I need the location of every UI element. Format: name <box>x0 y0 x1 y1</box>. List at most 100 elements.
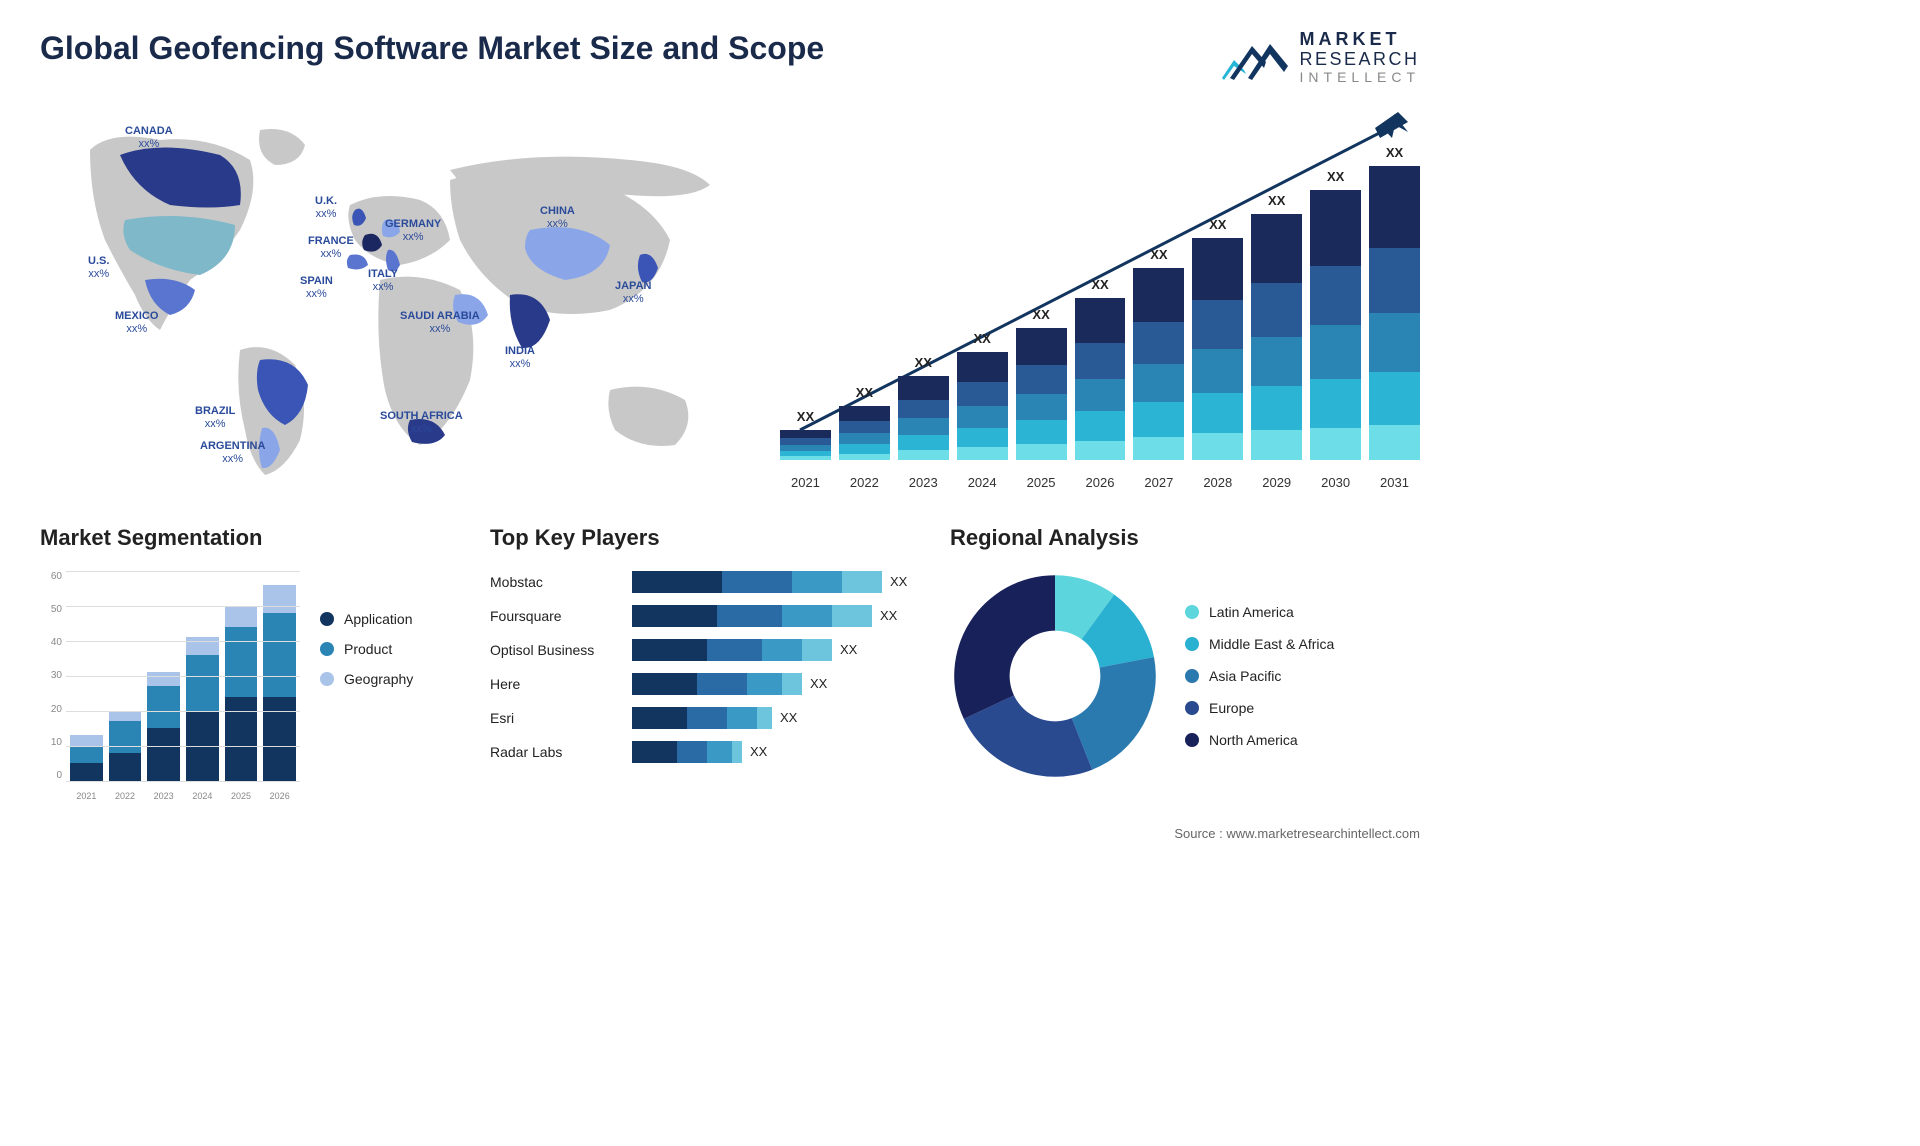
logo-text: MARKET RESEARCH INTELLECT <box>1300 30 1420 85</box>
map-label: SOUTH AFRICAxx% <box>380 410 463 436</box>
player-name: Radar Labs <box>490 744 620 760</box>
growth-bar-segment <box>1192 349 1243 393</box>
region-legend-label: North America <box>1209 732 1298 748</box>
growth-bar-segment <box>839 421 890 433</box>
growth-bar: XX <box>1075 277 1126 460</box>
growth-bar-segment <box>957 352 1008 382</box>
seg-bar-segment <box>109 753 142 781</box>
seg-bar-segment <box>70 735 103 746</box>
seg-bar-segment <box>225 606 258 627</box>
seg-gridline <box>66 606 300 607</box>
growth-xaxis-label: 2021 <box>780 469 831 490</box>
player-row: Optisol BusinessXX <box>490 639 920 661</box>
player-value: XX <box>880 608 897 623</box>
player-value: XX <box>750 744 767 759</box>
growth-bar-segment <box>1016 444 1067 460</box>
growth-xaxis-label: 2024 <box>957 469 1008 490</box>
map-label: CANADAxx% <box>125 125 173 151</box>
seg-legend-label: Application <box>344 611 413 627</box>
seg-xaxis-label: 2026 <box>263 791 296 801</box>
page-title: Global Geofencing Software Market Size a… <box>40 30 824 67</box>
regional-panel: Regional Analysis Latin AmericaMiddle Ea… <box>950 525 1420 801</box>
map-label: SPAINxx% <box>300 275 333 301</box>
legend-dot-icon <box>1185 733 1199 747</box>
region-legend-label: Latin America <box>1209 604 1294 620</box>
growth-bars: XXXXXXXXXXXXXXXXXXXXXX <box>780 140 1420 460</box>
growth-bar-segment <box>839 406 890 421</box>
growth-bar: XX <box>780 409 831 460</box>
seg-bar-segment <box>186 655 219 711</box>
seg-xaxis-label: 2022 <box>109 791 142 801</box>
seg-gridline <box>66 676 300 677</box>
region-legend-item: North America <box>1185 732 1334 748</box>
growth-bar-segment <box>1133 268 1184 322</box>
growth-bar: XX <box>1016 307 1067 460</box>
growth-bar-label: XX <box>1032 307 1049 322</box>
growth-bar-segment <box>898 435 949 450</box>
regional-title: Regional Analysis <box>950 525 1420 551</box>
seg-ytick: 20 <box>40 704 62 715</box>
growth-bar-segment <box>1251 430 1302 460</box>
seg-bar-segment <box>147 686 180 728</box>
player-bar-segment <box>632 673 697 695</box>
player-bar-segment <box>732 741 742 763</box>
seg-ytick: 50 <box>40 604 62 615</box>
growth-bar-segment <box>1016 365 1067 394</box>
player-value: XX <box>840 642 857 657</box>
seg-bar-segment <box>147 672 180 686</box>
players-title: Top Key Players <box>490 525 920 551</box>
player-row: HereXX <box>490 673 920 695</box>
seg-bar-segment <box>225 627 258 697</box>
map-label: INDIAxx% <box>505 345 535 371</box>
player-row: Radar Labs XX <box>490 741 920 763</box>
seg-bar-segment <box>263 585 296 613</box>
seg-ytick: 10 <box>40 737 62 748</box>
growth-bar-segment <box>957 447 1008 460</box>
map-label: ARGENTINAxx% <box>200 440 265 466</box>
logo-line2: RESEARCH <box>1300 50 1420 70</box>
map-label: MEXICOxx% <box>115 310 158 336</box>
legend-dot-icon <box>1185 637 1199 651</box>
growth-bar-segment <box>1251 214 1302 283</box>
world-map: CANADAxx%U.S.xx%MEXICOxx%BRAZILxx%ARGENT… <box>40 110 740 490</box>
player-bar-segment <box>687 707 727 729</box>
growth-bar: XX <box>1192 217 1243 460</box>
seg-gridline <box>66 711 300 712</box>
map-label: ITALYxx% <box>368 268 398 294</box>
growth-bar-segment <box>1075 379 1126 411</box>
growth-bar-segment <box>898 418 949 435</box>
player-bar-segment <box>722 571 792 593</box>
growth-xaxis-label: 2027 <box>1133 469 1184 490</box>
growth-bar-label: XX <box>1268 193 1285 208</box>
seg-bar-segment <box>147 728 180 781</box>
source-text: Source : www.marketresearchintellect.com <box>40 826 1420 841</box>
legend-dot-icon <box>1185 701 1199 715</box>
player-bar <box>632 571 882 593</box>
player-bar <box>632 639 832 661</box>
growth-xaxis-label: 2022 <box>839 469 890 490</box>
seg-ytick: 0 <box>40 770 62 781</box>
seg-bar <box>147 672 180 781</box>
growth-bar-segment <box>839 444 890 454</box>
growth-bar-segment <box>1133 322 1184 364</box>
map-label: CHINAxx% <box>540 205 575 231</box>
seg-legend-label: Geography <box>344 671 413 687</box>
growth-bar-segment <box>1016 420 1067 444</box>
player-bar <box>632 605 872 627</box>
regional-donut <box>950 571 1160 781</box>
growth-bar-segment <box>1133 437 1184 460</box>
map-label: FRANCExx% <box>308 235 354 261</box>
growth-xaxis-label: 2023 <box>898 469 949 490</box>
player-bar-segment <box>717 605 782 627</box>
growth-bar-segment <box>1075 411 1126 440</box>
region-legend-label: Europe <box>1209 700 1254 716</box>
players-panel: Top Key Players MobstacXXFoursquareXXOpt… <box>490 525 920 801</box>
player-bar-segment <box>707 741 732 763</box>
player-bar-segment <box>677 741 707 763</box>
region-legend-item: Asia Pacific <box>1185 668 1334 684</box>
growth-xaxis-label: 2026 <box>1075 469 1126 490</box>
player-bar <box>632 673 802 695</box>
logo-mark-icon <box>1220 32 1290 82</box>
player-name: Foursquare <box>490 608 620 624</box>
legend-dot-icon <box>320 642 334 656</box>
